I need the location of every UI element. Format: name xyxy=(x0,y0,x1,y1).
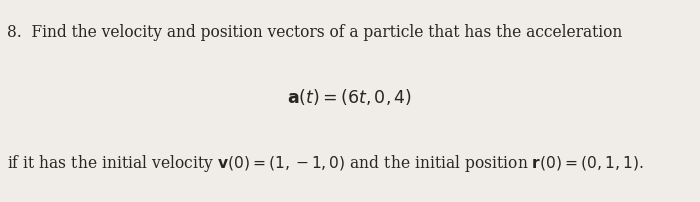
Text: 8.  Find the velocity and position vectors of a particle that has the accelerati: 8. Find the velocity and position vector… xyxy=(7,24,622,41)
Text: if it has the initial velocity $\mathbf{v}(0) = (1, -1, 0)$ and the initial posi: if it has the initial velocity $\mathbf{… xyxy=(7,153,643,174)
Text: $\mathbf{a}(t) = (6t, 0, 4)$: $\mathbf{a}(t) = (6t, 0, 4)$ xyxy=(288,87,412,107)
